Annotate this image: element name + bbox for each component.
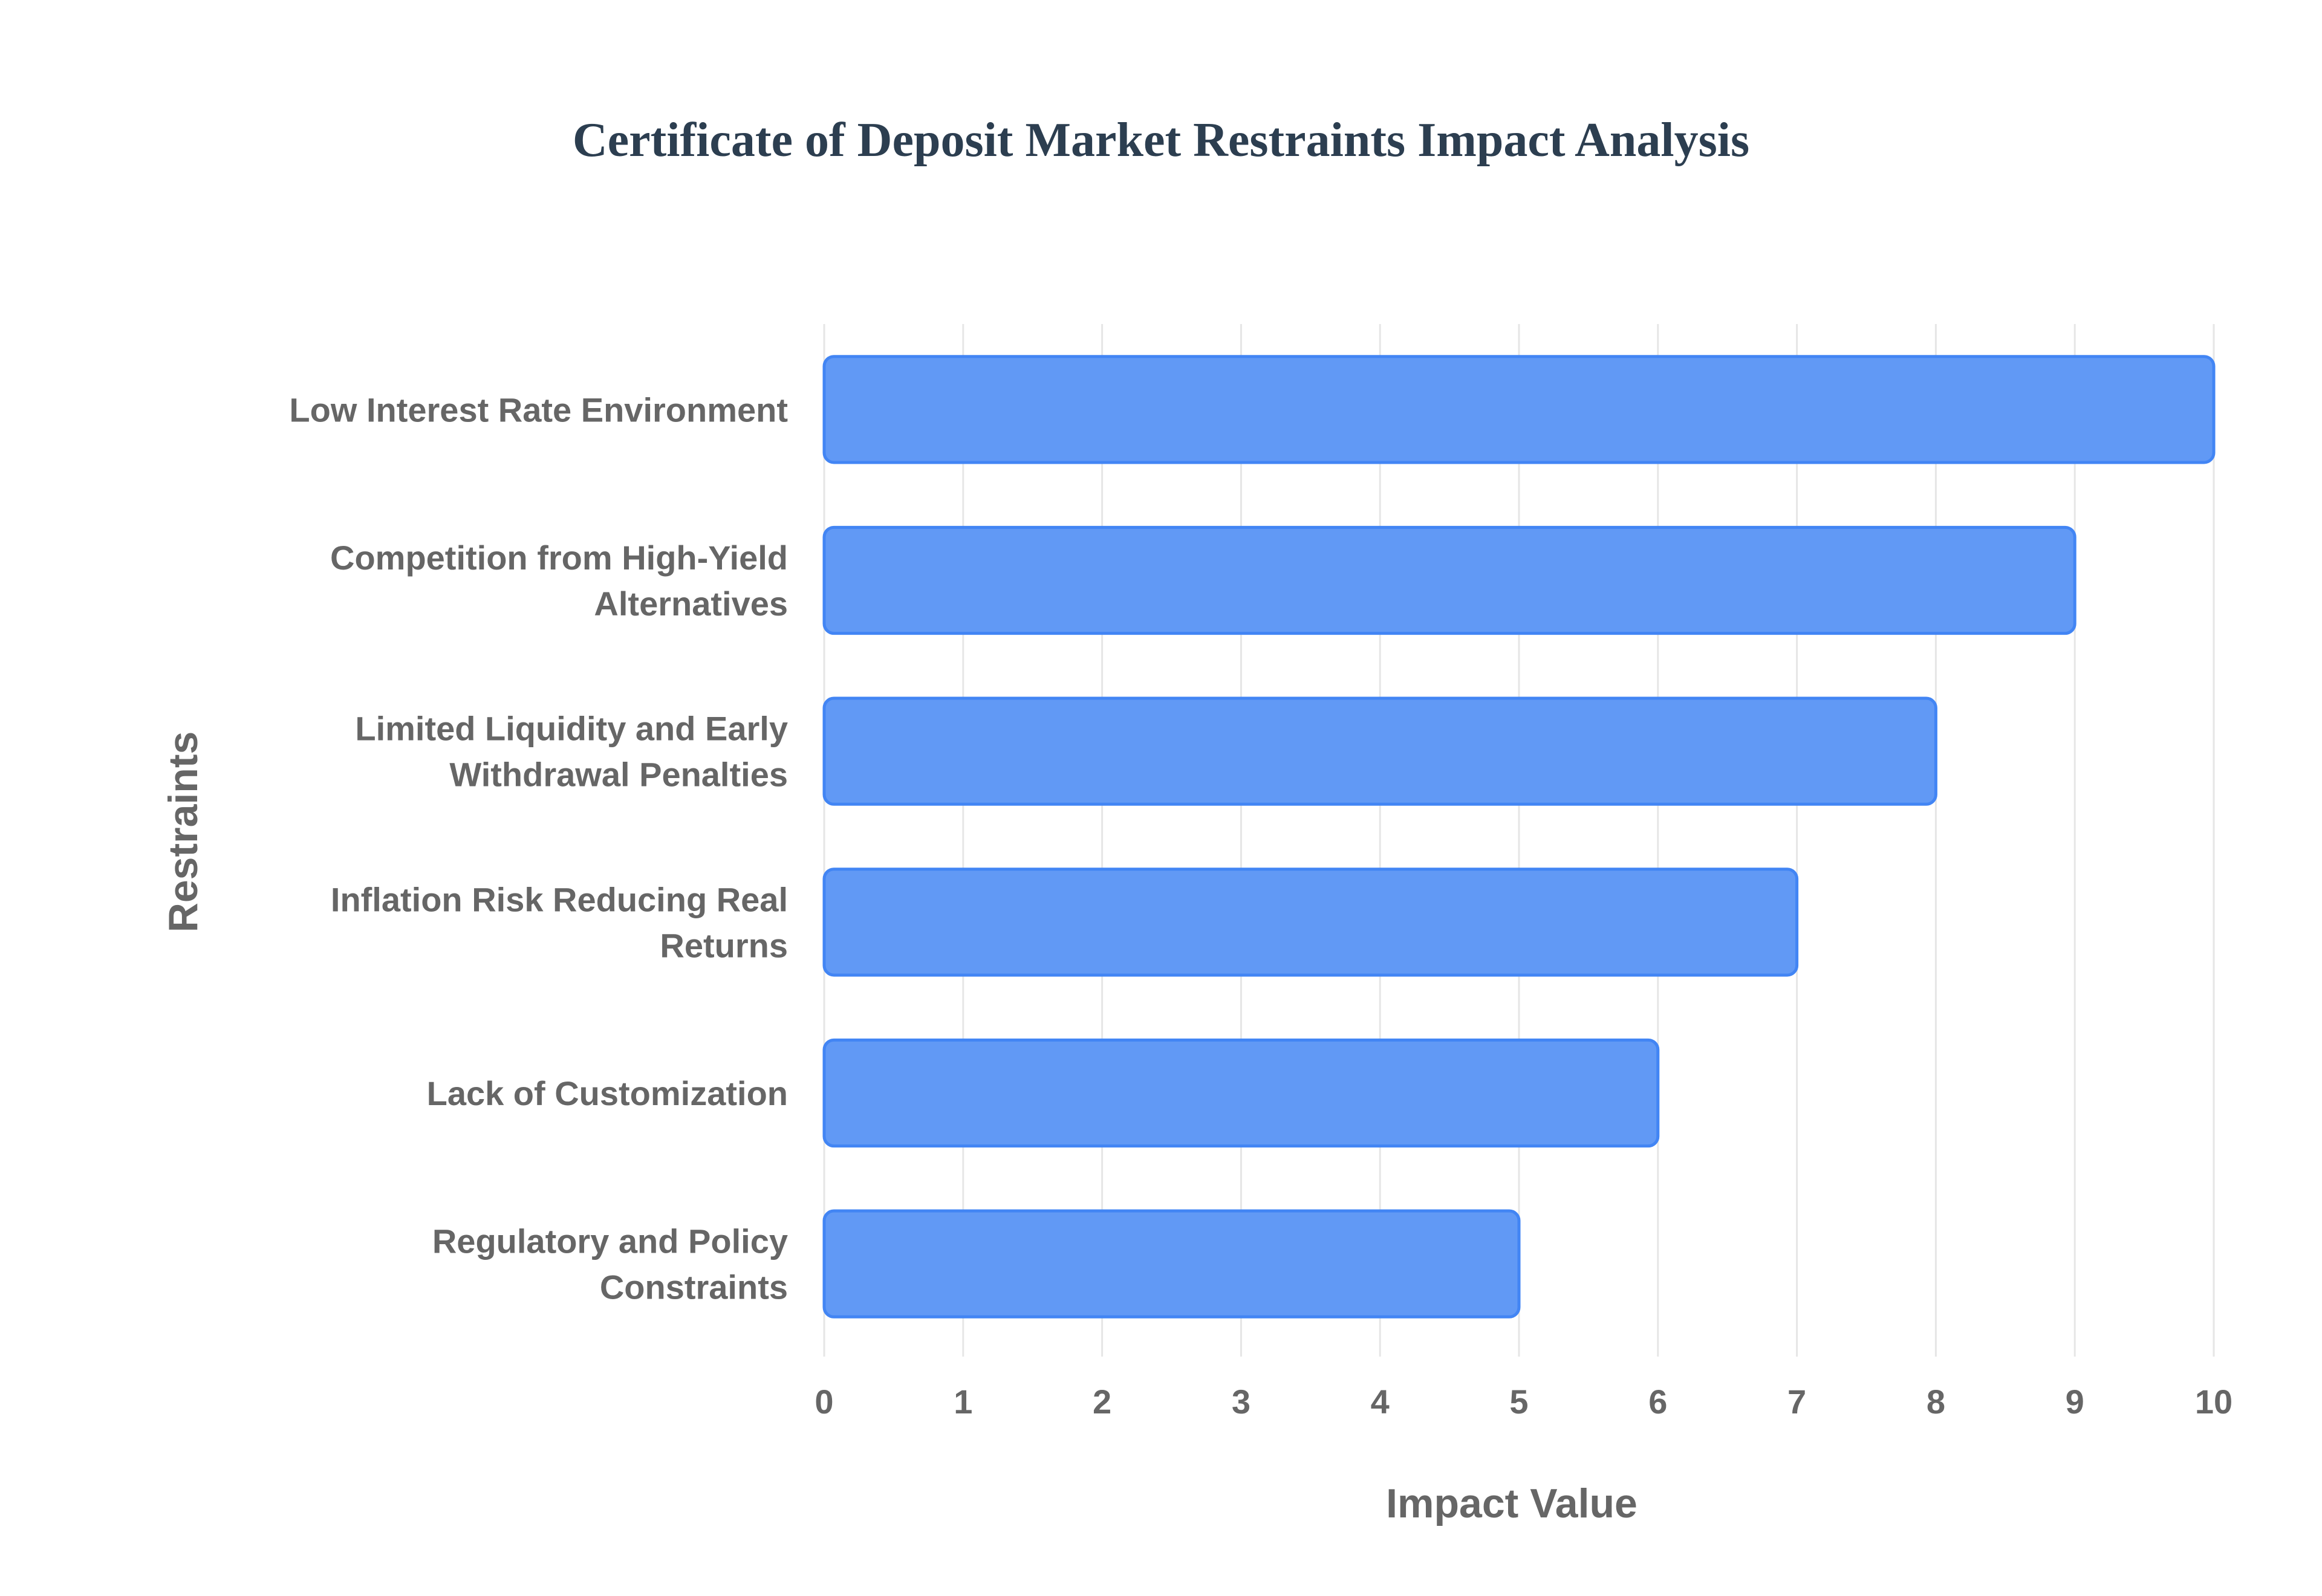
- x-tick-label-8: 8: [1927, 1383, 1945, 1421]
- y-tick-label-5: Regulatory and Policy Constraints: [432, 1222, 788, 1306]
- x-tick-label-6: 6: [1648, 1383, 1667, 1421]
- x-tick-label-5: 5: [1509, 1383, 1528, 1421]
- y-tick-label-line: Withdrawal Penalties: [449, 756, 788, 794]
- y-tick-label-line: Low Interest Rate Environment: [289, 391, 788, 429]
- x-tick-label-3: 3: [1232, 1383, 1250, 1421]
- y-tick-labels: Low Interest Rate Environment Competition…: [289, 391, 788, 1306]
- chart-title: Certificate of Deposit Market Restraints…: [573, 114, 1749, 167]
- gridlines: [823, 324, 2215, 1357]
- x-tick-label-1: 1: [954, 1383, 972, 1421]
- bar-5: [822, 1209, 1521, 1319]
- x-tick-label-0: 0: [815, 1383, 833, 1421]
- x-tick-labels: 0 1 2 3 4 5 6 7 8 9 10: [815, 1383, 2233, 1421]
- y-tick-label-line: Lack of Customization: [427, 1074, 788, 1112]
- bar-4: [822, 1038, 1660, 1148]
- y-tick-label-line: Returns: [660, 926, 788, 964]
- y-tick-label-line: Alternatives: [594, 585, 788, 623]
- x-tick-label-7: 7: [1787, 1383, 1806, 1421]
- x-tick-label-9: 9: [2066, 1383, 2084, 1421]
- bar-3: [822, 868, 1799, 977]
- y-tick-label-1: Competition from High-Yield Alternatives: [330, 539, 788, 623]
- y-tick-label-line: Constraints: [600, 1268, 788, 1306]
- y-tick-label-2: Limited Liquidity and Early Withdrawal Pe…: [355, 710, 788, 794]
- y-tick-label-4: Lack of Customization: [427, 1074, 788, 1112]
- x-tick-label-4: 4: [1371, 1383, 1390, 1421]
- x-tick-label-10: 10: [2195, 1383, 2233, 1421]
- y-tick-label-line: Regulatory and Policy: [432, 1222, 788, 1260]
- bar-0: [822, 355, 2216, 464]
- bar-2: [822, 696, 1937, 806]
- y-tick-label-line: Inflation Risk Reducing Real: [331, 880, 788, 918]
- bar-1: [822, 525, 2076, 635]
- bars: [822, 355, 2216, 1319]
- x-tick-label-2: 2: [1093, 1383, 1111, 1421]
- y-tick-label-line: Limited Liquidity and Early: [355, 710, 788, 748]
- x-axis-title: Impact Value: [1386, 1481, 1637, 1526]
- y-axis-title: Restraints: [160, 731, 206, 933]
- y-tick-label-line: Competition from High-Yield: [330, 539, 788, 577]
- y-tick-label-0: Low Interest Rate Environment: [289, 391, 788, 429]
- y-tick-label-3: Inflation Risk Reducing Real Returns: [331, 880, 788, 964]
